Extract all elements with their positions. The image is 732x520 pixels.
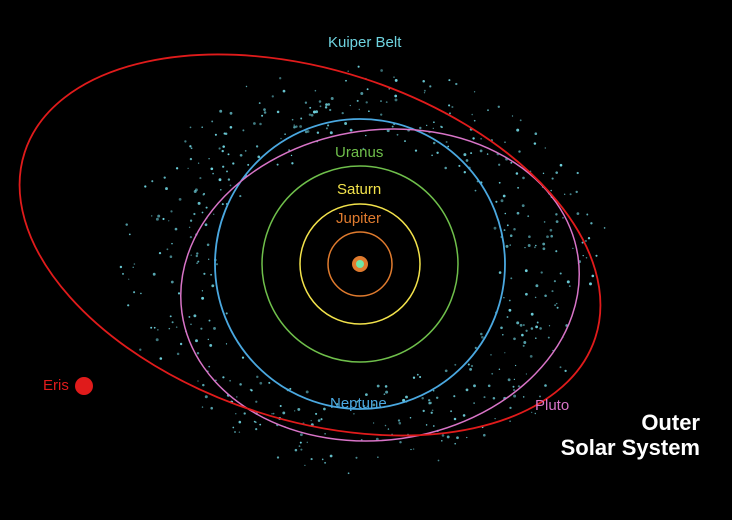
title-line1: Outer	[641, 410, 700, 435]
label-saturn: Saturn	[337, 181, 381, 198]
label-eris: Eris	[43, 377, 69, 394]
label-jupiter: Jupiter	[336, 210, 381, 227]
label-neptune: Neptune	[330, 395, 387, 412]
title-line2: Solar System	[561, 435, 700, 460]
label-kuiper-belt: Kuiper Belt	[328, 34, 401, 51]
label-uranus: Uranus	[335, 144, 383, 161]
diagram-title: Outer Solar System	[561, 410, 700, 461]
outer-solar-system-diagram: { "diagram": { "type": "orbital-map", "b…	[0, 0, 732, 520]
